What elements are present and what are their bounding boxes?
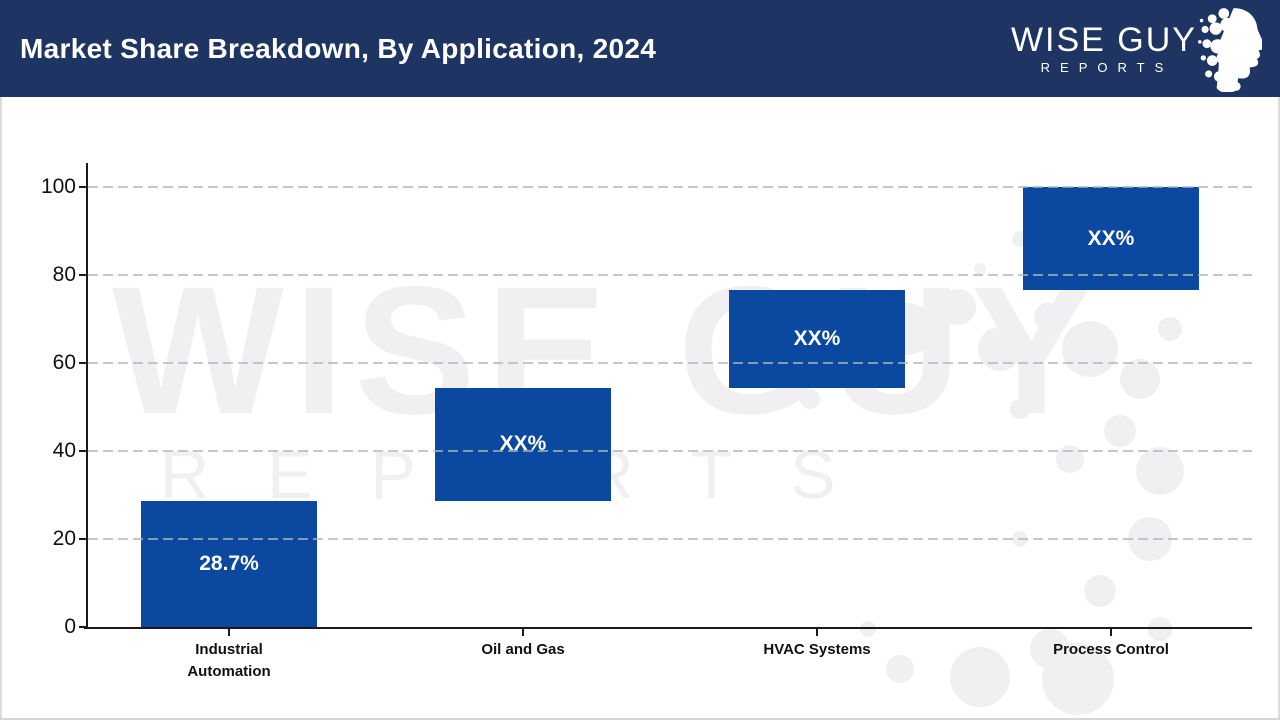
y-tick bbox=[79, 362, 87, 364]
bar bbox=[1023, 187, 1199, 291]
logo-text: WISE GUY REPORTS bbox=[1011, 23, 1197, 74]
bar-value-label: 28.7% bbox=[199, 551, 259, 575]
gridline bbox=[88, 450, 1252, 452]
frame-border-right bbox=[1278, 97, 1280, 720]
y-axis-label: 20 bbox=[52, 527, 76, 550]
gridline bbox=[88, 274, 1252, 276]
y-tick bbox=[79, 274, 87, 276]
bar bbox=[729, 290, 905, 389]
x-axis-label: Process Control bbox=[1053, 641, 1169, 658]
y-tick bbox=[79, 538, 87, 540]
x-tick bbox=[816, 627, 818, 636]
face-profile-dots-icon bbox=[1198, 7, 1262, 92]
page-title: Market Share Breakdown, By Application, … bbox=[20, 32, 657, 64]
y-axis-label: 40 bbox=[52, 439, 76, 462]
header: Market Share Breakdown, By Application, … bbox=[0, 0, 1280, 97]
x-axis-label: Industrial Automation bbox=[187, 641, 271, 680]
gridline bbox=[88, 186, 1252, 188]
y-tick bbox=[79, 626, 87, 628]
x-axis bbox=[84, 627, 1252, 629]
logo-subtext: REPORTS bbox=[1040, 60, 1174, 75]
y-axis-label: 60 bbox=[52, 351, 76, 374]
gridline bbox=[88, 538, 1252, 540]
wiseguy-logo: WISE GUY REPORTS bbox=[1011, 6, 1262, 92]
frame-border-left bbox=[0, 97, 2, 720]
x-axis-label: Oil and Gas bbox=[481, 641, 565, 658]
y-axis-label: 100 bbox=[40, 175, 76, 198]
bar-value-label: XX% bbox=[499, 432, 547, 456]
bar bbox=[141, 500, 317, 627]
y-axis bbox=[86, 163, 88, 627]
bar-value-label: XX% bbox=[793, 327, 841, 351]
gridline bbox=[88, 362, 1252, 364]
plot: 28.7% XX% XX% XX% 0 20 40 60 80 100 Industrial Aut… bbox=[0, 97, 1280, 720]
x-tick bbox=[228, 627, 230, 636]
y-tick bbox=[79, 186, 87, 188]
logo-wordmark: WISE GUY bbox=[1010, 21, 1197, 59]
x-tick bbox=[522, 627, 524, 636]
y-tick bbox=[79, 450, 87, 452]
y-axis-label: 80 bbox=[52, 263, 76, 286]
bar bbox=[435, 388, 611, 501]
y-axis-label: 0 bbox=[64, 615, 76, 638]
x-axis-label: HVAC Systems bbox=[763, 641, 871, 658]
frame-border-bottom bbox=[0, 718, 1280, 720]
x-tick bbox=[1110, 627, 1112, 636]
bar-value-label: XX% bbox=[1087, 226, 1135, 250]
chart-area: WISE GUY REPORTS 28.7%XX%XX%XX%020406080… bbox=[0, 97, 1280, 720]
